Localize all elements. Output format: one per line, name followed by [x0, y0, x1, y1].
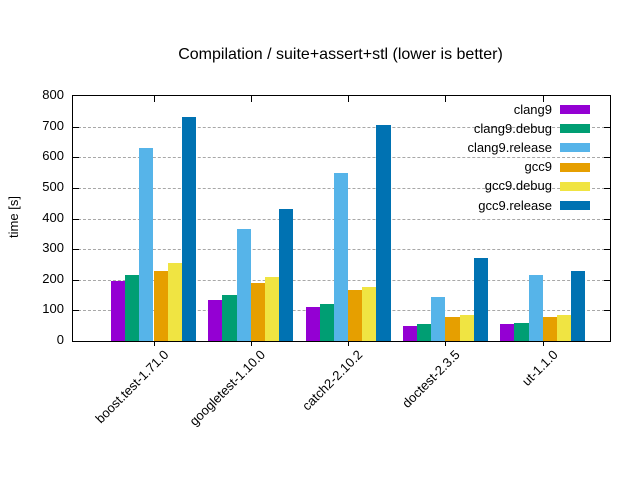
bar-gcc9.release	[473, 258, 488, 341]
bar-gcc9.debug	[556, 314, 572, 341]
x-axis-tick	[153, 342, 155, 346]
gridline	[73, 157, 610, 159]
legend-swatch-gcc9.release	[560, 201, 590, 210]
bar-gcc9.debug	[459, 314, 474, 341]
x-axis-tick	[250, 342, 252, 346]
bar-gcc9.release	[571, 270, 586, 341]
x-axis-tick	[542, 96, 544, 102]
bar-gcc9.release	[181, 117, 196, 341]
x-axis-tick	[542, 342, 544, 346]
bar-gcc9	[348, 290, 363, 341]
x-tick-label: catch2-2.10.2	[299, 347, 366, 414]
bar-gcc9	[445, 316, 460, 341]
bar-gcc9	[153, 270, 168, 341]
bar-gcc9.debug	[264, 276, 280, 341]
bar-clang9.debug	[514, 323, 529, 341]
bar-clang9.release	[528, 275, 543, 341]
y-tick-label: 400	[42, 209, 64, 225]
bar-clang9.release	[139, 148, 154, 341]
y-axis-tick	[73, 279, 79, 281]
y-tick-label: 100	[42, 301, 64, 317]
x-axis-tick	[153, 96, 155, 102]
legend-label-clang9.debug: clang9.debug	[473, 120, 552, 136]
legend-swatch-clang9.release	[560, 143, 590, 153]
legend-swatch-clang9	[560, 105, 590, 114]
x-axis-tick	[445, 96, 447, 102]
y-axis-tick	[73, 126, 79, 128]
y-axis-tick	[604, 126, 610, 128]
legend-label-clang9.release: clang9.release	[467, 139, 552, 155]
bar-clang9	[500, 324, 515, 341]
chart-title: Compilation / suite+assert+stl (lower is…	[178, 46, 503, 63]
y-tick-label: 200	[42, 270, 64, 286]
x-tick-label: doctest-2.3.5	[399, 347, 464, 411]
y-tick-label: 600	[42, 148, 64, 164]
plot-area	[72, 95, 611, 346]
y-axis-tick	[604, 187, 610, 189]
legend-swatch-clang9.debug	[560, 124, 590, 134]
gridline	[73, 126, 610, 128]
legend-label-gcc9.release: gcc9.release	[478, 197, 552, 213]
bar-clang9.debug	[125, 275, 140, 341]
y-axis-tick	[604, 310, 610, 312]
legend-label-gcc9.debug: gcc9.debug	[484, 178, 552, 194]
x-axis-tick	[250, 96, 252, 102]
bar-clang9	[305, 307, 320, 341]
legend-swatch-gcc9.debug	[560, 181, 590, 191]
bar-gcc9	[542, 317, 557, 341]
y-axis-tick	[604, 279, 610, 281]
bar-clang9.debug	[319, 304, 334, 341]
bar-clang9	[110, 281, 126, 341]
y-axis-tick	[604, 249, 610, 251]
y-tick-label: 300	[42, 240, 64, 256]
bar-clang9	[402, 325, 418, 341]
y-axis-tick	[604, 157, 610, 159]
x-axis-tick	[348, 96, 350, 102]
bar-clang9.release	[431, 296, 446, 341]
y-axis-tick	[73, 157, 79, 159]
y-tick-label: 500	[42, 178, 64, 194]
y-tick-label: 800	[42, 87, 64, 102]
y-axis-label: time [s]	[6, 196, 21, 238]
bar-clang9.release	[333, 172, 349, 341]
y-tick-label: 700	[42, 117, 64, 133]
x-axis-tick	[445, 342, 447, 346]
y-axis-tick	[604, 218, 610, 220]
legend-swatch-gcc9	[560, 162, 590, 172]
y-axis-tick	[73, 218, 79, 220]
y-axis-tick	[73, 187, 79, 189]
y-axis-tick	[73, 310, 79, 312]
bar-clang9	[208, 299, 223, 341]
legend-label-clang9: clang9	[513, 101, 552, 117]
legend-label-gcc9: gcc9	[524, 159, 552, 175]
y-tick-label: 0	[56, 332, 64, 347]
bar-gcc9.release	[376, 125, 391, 341]
bar-clang9.debug	[417, 324, 432, 341]
bar-gcc9.release	[279, 209, 294, 341]
x-axis-tick	[348, 342, 350, 346]
bar-gcc9.debug	[362, 287, 377, 341]
x-tick-label: ut-1.1.0	[518, 347, 561, 389]
x-tick-label: boost.test-1.71.0	[92, 347, 172, 427]
bar-clang9.debug	[222, 295, 237, 341]
bar-gcc9	[250, 282, 265, 341]
y-axis-tick	[73, 249, 79, 251]
bar-gcc9.debug	[167, 262, 182, 341]
bar-clang9.release	[236, 229, 251, 341]
x-tick-label: googletest-1.10.0	[186, 347, 269, 429]
